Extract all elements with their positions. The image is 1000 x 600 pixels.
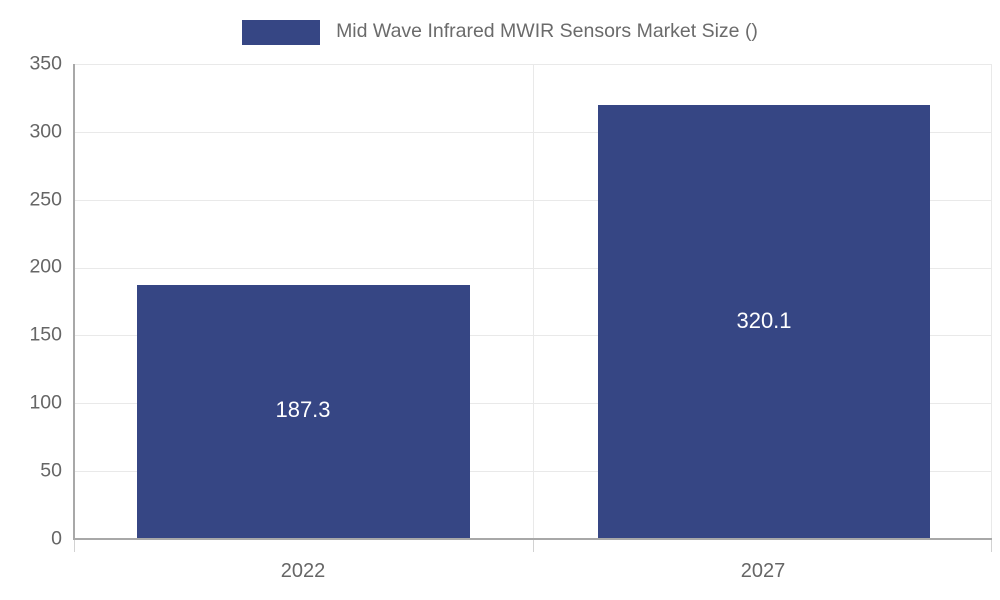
y-tick-label-50: 50 [40, 459, 62, 482]
legend-color-swatch[interactable] [242, 19, 321, 45]
y-axis-line [73, 64, 75, 540]
y-tick-label-300: 300 [29, 120, 62, 143]
gridline-x-category-divider [533, 64, 534, 539]
x-tick-right-edge [991, 540, 992, 552]
bar-value-label-2022: 187.3 [275, 397, 331, 422]
legend-series-label[interactable]: Mid Wave Infrared MWIR Sensors Market Si… [336, 20, 758, 43]
y-tick-label-200: 200 [29, 255, 62, 278]
y-tick-label-0: 0 [51, 527, 62, 550]
bar-2027[interactable] [598, 105, 930, 539]
x-tick-category-divider [533, 540, 534, 552]
y-axis-tick-labels: 350 300 250 200 150 100 50 0 [0, 0, 62, 600]
chart-legend: Mid Wave Infrared MWIR Sensors Market Si… [0, 14, 1000, 50]
plot-area: 187.3 320.1 [74, 64, 992, 539]
y-tick-label-350: 350 [29, 52, 62, 75]
y-tick-label-250: 250 [29, 188, 62, 211]
x-axis-line [74, 538, 992, 540]
x-tick-left-edge [74, 540, 75, 552]
y-tick-label-100: 100 [29, 391, 62, 414]
gridline-x-right-edge [991, 64, 992, 539]
bar-value-label-2027: 320.1 [736, 308, 792, 333]
bar-2022[interactable] [137, 285, 470, 539]
y-tick-label-150: 150 [29, 323, 62, 346]
x-category-label-2027: 2027 [740, 560, 786, 582]
x-category-label-2022: 2022 [280, 560, 326, 582]
